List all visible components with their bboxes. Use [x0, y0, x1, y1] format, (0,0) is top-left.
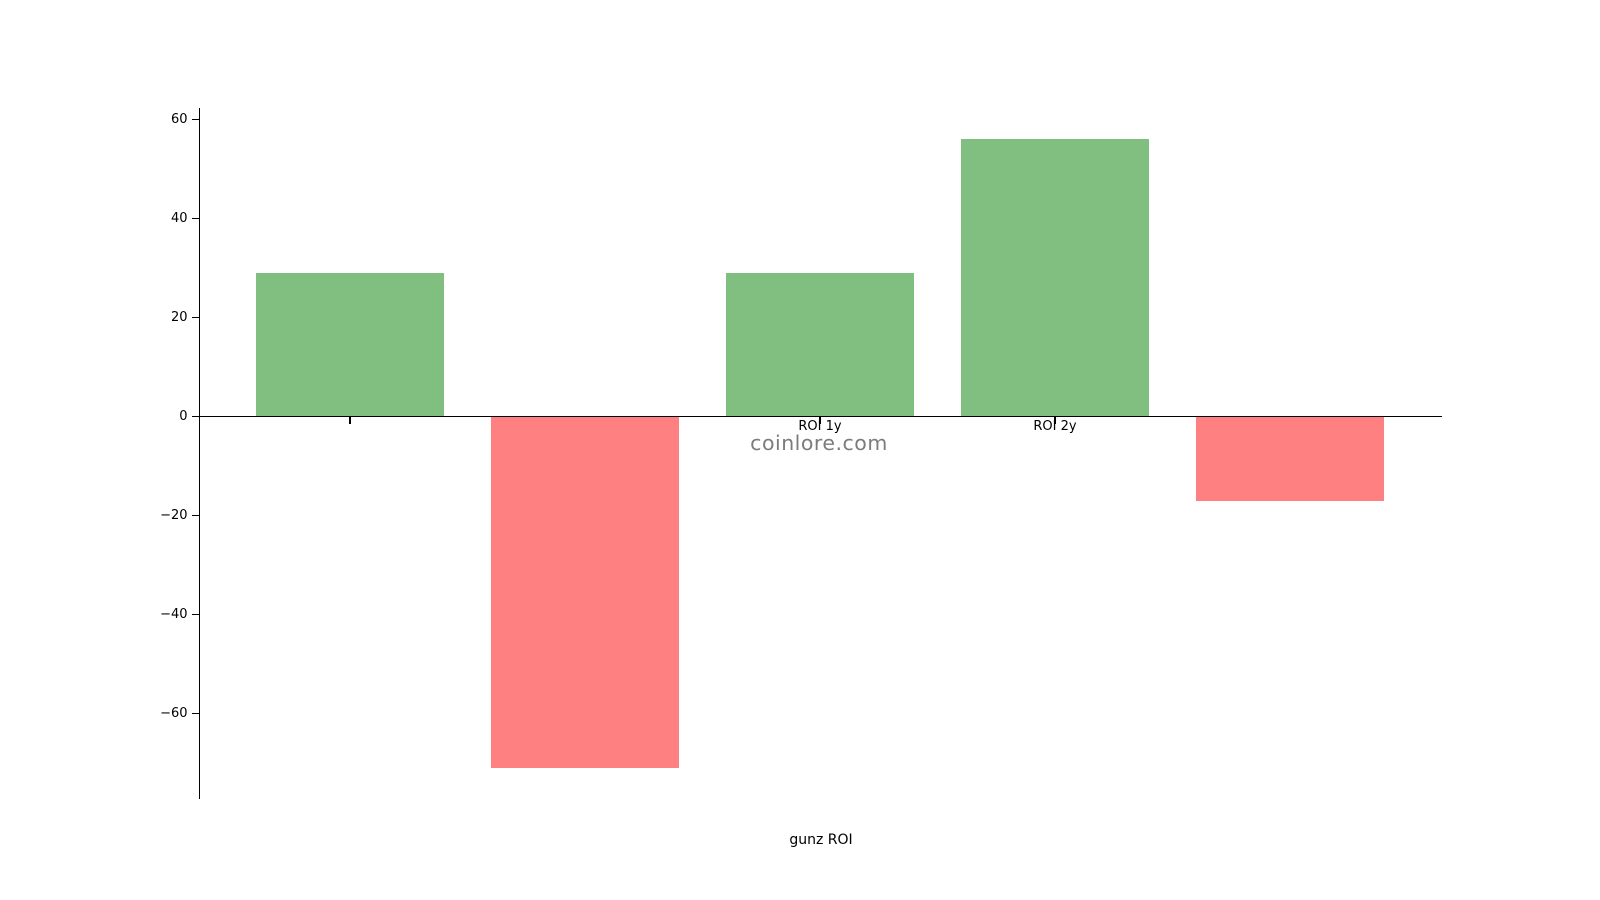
- y-axis-tick-label: −60: [160, 705, 188, 721]
- bar: [1196, 416, 1384, 501]
- x-axis-zero-line: [200, 415, 1442, 418]
- watermark-text: coinlore.com: [750, 431, 888, 455]
- y-axis-tick: [191, 415, 199, 418]
- x-axis-tick-label: ROI 2y: [1033, 418, 1077, 434]
- y-axis-tick-label: 40: [170, 210, 188, 226]
- x-axis-tick-label: ROI 1y: [798, 418, 842, 434]
- bar: [726, 272, 914, 417]
- y-axis-line: [198, 107, 200, 800]
- y-axis-tick: [191, 118, 199, 121]
- y-axis-tick: [191, 514, 199, 517]
- x-axis-title: gunz ROI: [789, 832, 853, 848]
- y-axis-tick-label: 60: [170, 111, 188, 127]
- y-axis-tick-label: 20: [170, 309, 188, 325]
- y-axis-tick: [191, 316, 199, 319]
- y-axis-tick-label: 0: [179, 408, 188, 424]
- bar: [491, 416, 679, 768]
- y-axis-tick-label: −20: [160, 507, 188, 523]
- x-axis-tick: [1054, 416, 1056, 424]
- bar: [961, 139, 1149, 417]
- y-axis-tick: [191, 217, 199, 220]
- y-axis-tick-label: −40: [160, 606, 188, 622]
- y-axis-tick: [191, 613, 199, 616]
- x-axis-tick: [349, 416, 351, 424]
- y-axis-tick: [191, 712, 199, 715]
- bar: [256, 272, 444, 417]
- x-axis-tick: [819, 416, 821, 424]
